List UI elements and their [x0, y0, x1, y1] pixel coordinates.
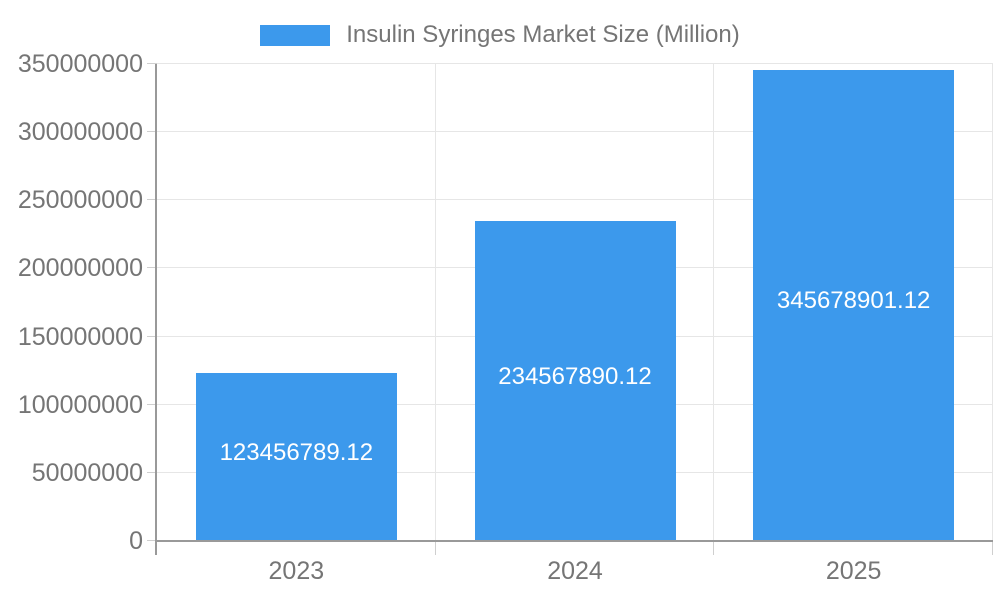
- y-axis-tick-label: 250000000: [17, 186, 143, 215]
- x-axis-tick: [434, 541, 436, 555]
- y-axis-tick: [147, 267, 157, 269]
- bar-value-label: 234567890.12: [498, 363, 652, 391]
- y-axis-tick-label: 200000000: [17, 254, 143, 283]
- bar-2023[interactable]: [195, 372, 397, 541]
- y-axis-tick-label: 0: [129, 527, 143, 555]
- x-axis-tick-label: 2024: [547, 557, 603, 585]
- y-gridline: [157, 63, 993, 64]
- x-axis-tick-label: 2025: [825, 557, 882, 585]
- y-axis-tick-label: 300000000: [17, 118, 143, 147]
- x-axis-tick-label: 2023: [268, 557, 325, 585]
- y-axis-line: [155, 64, 157, 555]
- y-axis-tick-label: 350000000: [17, 50, 143, 78]
- chart-legend[interactable]: Insulin Syringes Market Size (Million): [0, 21, 1000, 49]
- y-axis-tick-label: 50000000: [31, 458, 143, 487]
- y-axis-tick-label: 150000000: [17, 322, 143, 351]
- bar-2025[interactable]: [753, 69, 955, 541]
- y-axis-tick: [147, 131, 157, 133]
- y-axis-tick: [147, 199, 157, 201]
- bar-value-label: 345678901.12: [776, 287, 931, 315]
- y-axis-tick: [147, 63, 157, 64]
- y-axis-tick: [147, 540, 157, 541]
- y-gridline: [157, 131, 993, 133]
- y-axis-tick-label: 100000000: [17, 390, 143, 419]
- x-gridline: [434, 64, 436, 541]
- x-gridline: [713, 64, 715, 541]
- y-gridline: [157, 199, 993, 201]
- x-axis-tick: [992, 541, 993, 555]
- bar-2024[interactable]: [474, 221, 676, 541]
- x-axis-tick: [713, 541, 715, 555]
- y-axis-tick: [147, 335, 157, 337]
- legend-swatch: [260, 24, 331, 46]
- legend-series-label: Insulin Syringes Market Size (Million): [346, 21, 740, 48]
- y-axis-tick: [147, 471, 157, 473]
- x-axis-line: [155, 540, 993, 542]
- bar-value-label: 123456789.12: [219, 438, 374, 466]
- x-gridline: [992, 64, 993, 541]
- y-axis-tick: [147, 403, 157, 405]
